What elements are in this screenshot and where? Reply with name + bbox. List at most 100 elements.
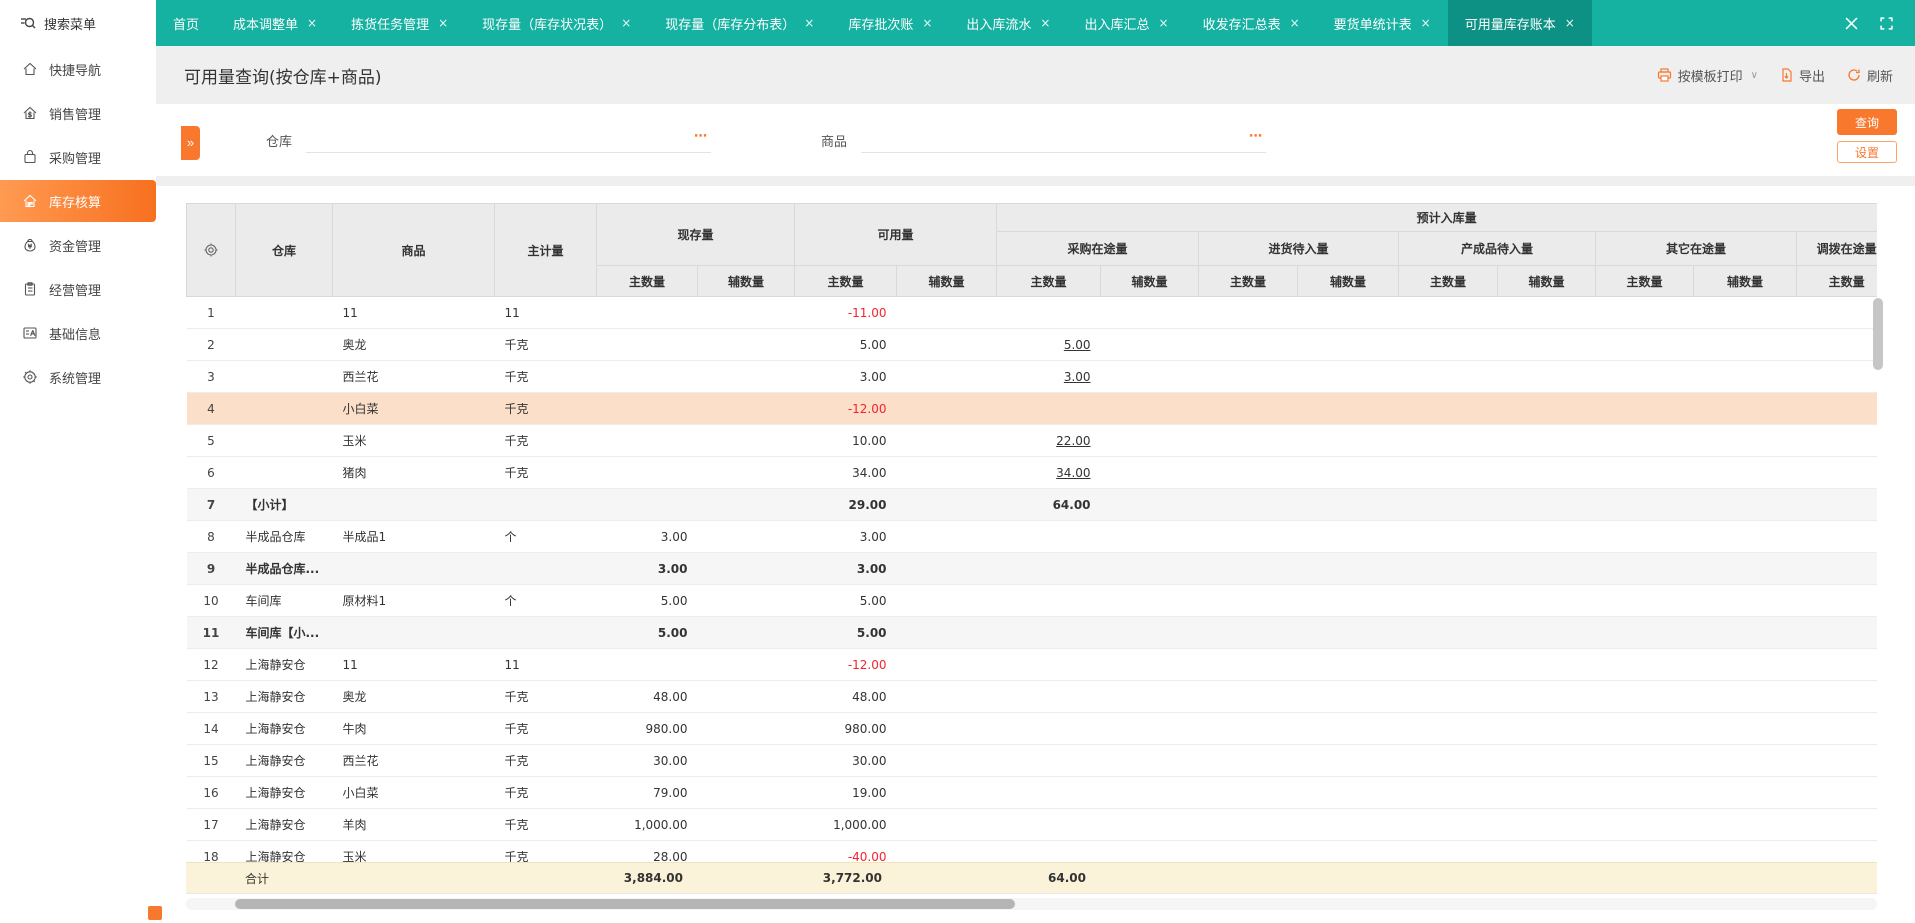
table-row[interactable]: 2 奥龙 千克 5.00 5.00 [186,328,1877,361]
cell-other-aux [1693,456,1797,489]
collapsed-panel-button[interactable] [148,906,162,920]
sidebar-item-5[interactable]: 经营管理 [0,268,156,310]
tab-8[interactable]: 收发存汇总表 × [1186,0,1317,46]
search-menu[interactable]: 搜索菜单 [0,0,156,46]
header-qty-aux[interactable]: 辅数量 [696,265,796,297]
collapse-query-button[interactable]: » [181,126,200,160]
header-qty-main[interactable]: 主数量 [996,265,1102,297]
table-row[interactable]: 3 西兰花 千克 3.00 3.00 [186,360,1877,393]
tab-close-icon[interactable]: × [1420,16,1431,30]
sidebar-item-7[interactable]: 系统管理 [0,356,156,398]
tab-close-icon[interactable]: × [438,16,449,30]
header-qty-main[interactable]: 主数量 [596,265,698,297]
cell-finished-aux [1497,392,1596,425]
tab-7[interactable]: 出入库汇总 × [1067,0,1185,46]
cell-transfer-main [1796,648,1877,681]
cell-purchase-main[interactable]: 3.00 [996,360,1101,393]
warehouse-picker-ellipsis[interactable]: ⋯ [694,129,710,144]
table-row[interactable]: 18 上海静安仓 玉米 千克 28.00 -40.00 [186,840,1877,873]
cell-purchase-main[interactable]: 22.00 [996,424,1101,457]
table-row[interactable]: 7 【小计】 29.00 64.00 [186,488,1877,521]
tab-close-icon[interactable]: × [621,16,632,30]
header-qty-main[interactable]: 主数量 [1595,265,1695,297]
header-qty-main[interactable]: 主数量 [1398,265,1499,297]
tab-6[interactable]: 出入库流水 × [949,0,1067,46]
table-row[interactable]: 1 11 11 -11.00 [186,296,1877,329]
cell-onhand-aux [697,744,795,777]
header-product[interactable]: 商品 [332,203,495,297]
vertical-scrollbar-thumb[interactable] [1873,298,1883,370]
settings-button[interactable]: 设置 [1837,141,1897,163]
tab-1[interactable]: 成本调整单 × [216,0,334,46]
cell-purchase-main[interactable]: 34.00 [996,456,1101,489]
cell-finished-aux [1497,584,1596,617]
table-row[interactable]: 5 玉米 千克 10.00 22.00 [186,424,1877,457]
tab-2[interactable]: 拣货任务管理 × [334,0,465,46]
column-settings-header[interactable] [186,203,236,297]
table-row[interactable]: 15 上海静安仓 西兰花 千克 30.00 30.00 [186,744,1877,777]
tab-5[interactable]: 库存批次账 × [831,0,949,46]
close-all-icon[interactable] [1845,17,1858,30]
table-row[interactable]: 14 上海静安仓 牛肉 千克 980.00 980.00 [186,712,1877,745]
cell-warehouse [235,360,333,393]
header-qty-aux[interactable]: 辅数量 [1100,265,1200,297]
tab-close-icon[interactable]: × [922,16,933,30]
tab-close-icon[interactable]: × [1289,16,1300,30]
cell-finished-main [1398,296,1498,329]
tab-10[interactable]: 可用量库存账本 × [1447,0,1592,46]
header-unit[interactable]: 主计量 [494,203,597,297]
table-row[interactable]: 8 半成品仓库 半成品1 个 3.00 3.00 [186,520,1877,553]
refresh-button[interactable]: 刷新 [1847,66,1893,85]
chevron-down-icon[interactable]: ∨ [1750,69,1758,81]
cell-other-main [1595,392,1694,425]
table-row[interactable]: 17 上海静安仓 羊肉 千克 1,000.00 1,000.00 [186,808,1877,841]
fullscreen-icon[interactable] [1880,16,1893,30]
tab-4[interactable]: 现存量（库存分布表） × [648,0,831,46]
horizontal-scrollbar-thumb[interactable] [235,899,1015,909]
table-row[interactable]: 11 车间库【小... 5.00 5.00 [186,616,1877,649]
table-row[interactable]: 4 小白菜 千克 -12.00 [186,392,1877,425]
header-qty-main[interactable]: 主数量 [1796,265,1877,297]
table-row[interactable]: 12 上海静安仓 11 11 -12.00 [186,648,1877,681]
sidebar-item-4[interactable]: ¥ 资金管理 [0,224,156,266]
export-button[interactable]: 导出 [1780,66,1825,85]
sidebar-item-0[interactable]: 快捷导航 [0,48,156,90]
header-qty-main[interactable]: 主数量 [794,265,898,297]
export-label: 导出 [1798,69,1825,85]
cell-onhand-aux [697,488,795,521]
tab-close-icon[interactable]: × [804,16,815,30]
tab-close-icon[interactable]: × [1564,16,1575,30]
query-button[interactable]: 查询 [1837,109,1897,135]
table-row[interactable]: 16 上海静安仓 小白菜 千克 79.00 19.00 [186,776,1877,809]
sidebar-item-3[interactable]: 库存核算 [0,180,156,222]
header-qty-aux[interactable]: 辅数量 [1693,265,1798,297]
header-qty-aux[interactable]: 辅数量 [1497,265,1597,297]
tab-close-icon[interactable]: × [307,16,318,30]
header-qty-aux[interactable]: 辅数量 [1297,265,1400,297]
cell-other-aux [1693,424,1797,457]
header-qty-main[interactable]: 主数量 [1198,265,1299,297]
print-by-template-button[interactable]: 按模板打印 ∨ [1657,66,1758,85]
table-row[interactable]: 9 半成品仓库... 3.00 3.00 [186,552,1877,585]
table-row[interactable]: 10 车间库 原材料1 个 5.00 5.00 [186,584,1877,617]
sidebar-item-6[interactable]: A 基础信息 [0,312,156,354]
tab-9[interactable]: 要货单统计表 × [1317,0,1448,46]
horizontal-scrollbar[interactable] [186,898,1877,910]
table-row[interactable]: 13 上海静安仓 奥龙 千克 48.00 48.00 [186,680,1877,713]
cell-finished-main [1398,648,1498,681]
product-input[interactable]: ⋯ [861,127,1267,153]
print-by-template-label: 按模板打印 [1677,69,1743,85]
header-qty-aux[interactable]: 辅数量 [896,265,998,297]
tab-0[interactable]: 首页 [156,0,216,46]
tab-close-icon[interactable]: × [1158,16,1169,30]
warehouse-input[interactable]: ⋯ [306,127,712,153]
gear-icon[interactable] [187,243,235,257]
cell-purchase-main[interactable]: 5.00 [996,328,1101,361]
tab-close-icon[interactable]: × [1040,16,1051,30]
sidebar-item-1[interactable]: $ 销售管理 [0,92,156,134]
tab-3[interactable]: 现存量（库存状况表） × [465,0,648,46]
product-picker-ellipsis[interactable]: ⋯ [1249,129,1265,144]
table-row[interactable]: 6 猪肉 千克 34.00 34.00 [186,456,1877,489]
header-warehouse[interactable]: 仓库 [235,203,333,297]
sidebar-item-2[interactable]: 采购管理 [0,136,156,178]
